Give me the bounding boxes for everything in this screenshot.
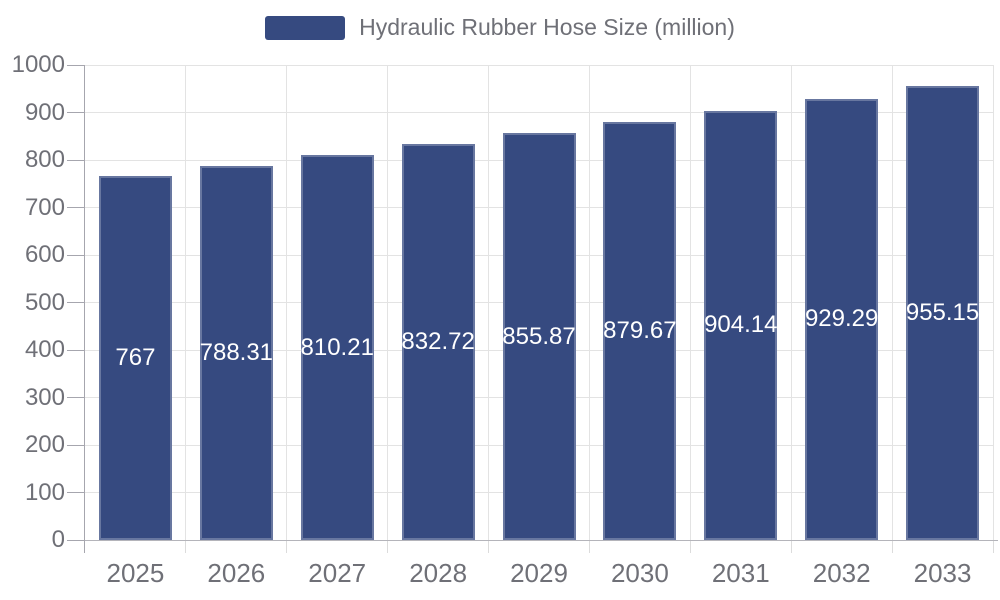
bar-2030[interactable] [603, 122, 677, 540]
x-axis-label: 2028 [409, 558, 468, 588]
y-axis-tick [67, 64, 85, 66]
y-axis-tick [67, 444, 85, 446]
y-axis-label: 100 [24, 478, 65, 506]
bar-value-label: 879.67 [603, 317, 677, 345]
bar-2025[interactable] [98, 175, 172, 540]
y-axis-label: 0 [51, 526, 65, 553]
bar-value-label: 832.72 [401, 328, 475, 356]
y-axis-tick [67, 112, 85, 113]
y-axis-tick [67, 159, 85, 161]
y-axis-tick [67, 492, 85, 493]
y-axis-tick [67, 397, 85, 398]
bar-2026[interactable] [199, 165, 273, 540]
bar-value-label: 767 [115, 343, 156, 371]
y-axis-tick [67, 302, 85, 303]
bar-2032[interactable] [805, 98, 879, 540]
y-axis-label: 500 [24, 288, 65, 316]
bar-value-label: 929.29 [804, 305, 879, 333]
x-axis-label: 2026 [207, 558, 266, 588]
y-axis-tick [67, 349, 85, 351]
y-gridline [85, 64, 993, 66]
bar-value-label: 810.21 [300, 333, 374, 361]
legend: Hydraulic Rubber Hose Size (million) [0, 14, 1000, 41]
y-axis-label: 400 [24, 336, 65, 363]
x-gridline [286, 65, 288, 540]
x-gridline [992, 65, 994, 540]
x-axis-label: 2031 [711, 558, 770, 588]
x-gridline [891, 65, 893, 540]
x-gridline [185, 65, 187, 540]
x-axis-label: 2032 [812, 558, 871, 588]
legend-label: Hydraulic Rubber Hose Size (million) [359, 14, 735, 40]
y-axis-label: 600 [24, 241, 65, 268]
legend-item-hydraulic-rubber-hose-size[interactable]: Hydraulic Rubber Hose Size (million) [265, 14, 735, 41]
x-gridline [488, 65, 490, 540]
y-axis-label: 700 [24, 193, 65, 221]
x-gridline [790, 65, 792, 540]
x-gridline [689, 65, 691, 540]
bar-value-label: 855.87 [502, 322, 576, 350]
x-axis-label: 2027 [308, 558, 367, 588]
bar-value-label: 788.31 [199, 338, 274, 366]
y-axis-label: 200 [24, 431, 65, 458]
y-axis-label: 300 [24, 383, 65, 411]
y-axis-tick [67, 254, 85, 256]
x-axis-label: 2029 [510, 558, 568, 588]
x-axis-tick [185, 540, 187, 553]
bar-2028[interactable] [401, 144, 475, 540]
x-axis-label: 2025 [106, 558, 165, 588]
y-axis-label: 900 [24, 98, 65, 126]
x-axis-line [85, 539, 998, 541]
x-axis-label: 2033 [913, 558, 972, 588]
bar-2033[interactable] [906, 86, 980, 540]
x-axis-tick [790, 540, 792, 553]
x-axis-tick [488, 540, 490, 553]
bar-value-label: 904.14 [704, 311, 778, 339]
x-axis-tick [891, 540, 893, 553]
bar-2031[interactable] [704, 110, 778, 540]
x-axis-tick [286, 540, 288, 553]
y-axis-tick [67, 539, 85, 541]
y-axis-line [84, 65, 85, 553]
legend-swatch-icon [265, 15, 346, 40]
x-axis-tick [588, 540, 590, 553]
bar-2027[interactable] [300, 155, 374, 540]
bar-2029[interactable] [502, 133, 576, 540]
x-axis-tick [689, 540, 691, 553]
x-axis-tick [387, 540, 389, 553]
x-gridline [588, 65, 590, 540]
y-gridline [85, 112, 993, 113]
y-axis-label: 1000 [11, 51, 65, 78]
x-axis-label: 2030 [610, 558, 669, 588]
y-axis-tick [67, 207, 85, 208]
bar-value-label: 955.15 [905, 299, 980, 327]
x-gridline [387, 65, 389, 540]
x-axis-tick [992, 540, 994, 553]
y-axis-label: 800 [24, 146, 65, 173]
